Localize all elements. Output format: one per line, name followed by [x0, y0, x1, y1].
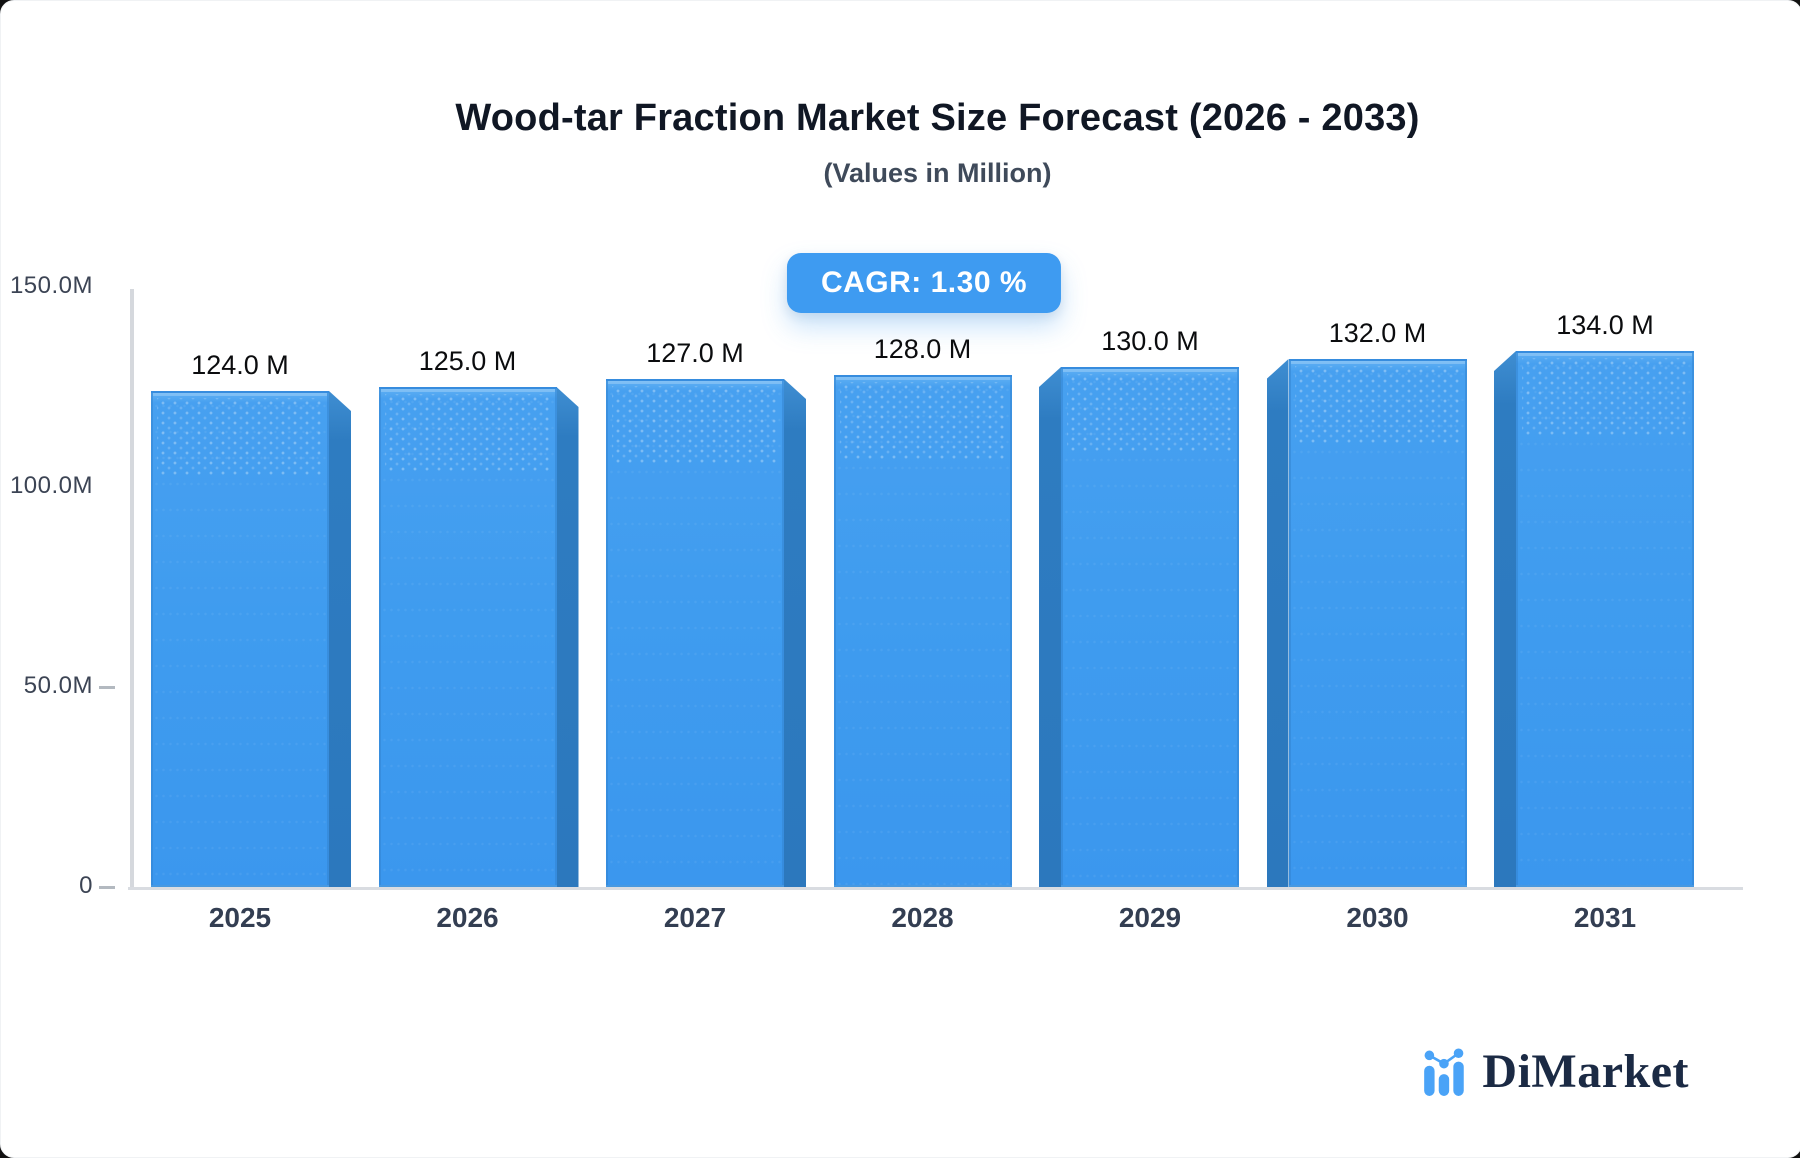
mini-bar-chart-icon — [1424, 1047, 1465, 1096]
bar-2027[interactable] — [606, 379, 784, 887]
y-axis-tick — [99, 686, 115, 689]
bar-value-label: 134.0 M — [1556, 310, 1654, 340]
bar-side-face — [784, 379, 806, 887]
x-axis-line — [128, 887, 1743, 890]
bar-side-face — [1039, 367, 1061, 887]
bar-2028[interactable] — [833, 375, 1012, 887]
bar-value-label: 130.0 M — [1101, 326, 1199, 356]
x-axis-label-2030: 2030 — [1346, 902, 1409, 933]
bar-value-label: 127.0 M — [646, 338, 744, 368]
x-axis-label-2026: 2026 — [436, 902, 499, 933]
bar-side-face — [1266, 359, 1289, 887]
chart-subtitle: (Values in Million) — [823, 158, 1052, 188]
y-axis-label: 150.0M — [9, 272, 93, 299]
bar-2026[interactable] — [378, 387, 557, 887]
x-axis-label-2028: 2028 — [891, 902, 954, 933]
watermark-text: DiMarket — [1482, 1045, 1689, 1098]
chart-header: Wood-tar Fraction Market Size Forecast (… — [132, 97, 1743, 189]
bar-side-face — [329, 391, 351, 887]
bar-value-label: 132.0 M — [1328, 318, 1427, 348]
y-axis-label: 100.0M — [9, 472, 93, 499]
chart-title: Wood-tar Fraction Market Size Forecast (… — [455, 97, 1420, 139]
cagr-badge: CAGR: 1.30 % — [786, 253, 1062, 313]
y-axis-label: 0 — [79, 872, 93, 899]
bar-value-label: 125.0 M — [418, 346, 517, 376]
y-axis-line — [130, 289, 134, 890]
bar-value-label: 128.0 M — [873, 334, 972, 364]
bar-2031[interactable] — [1516, 351, 1694, 887]
bar-2029[interactable] — [1061, 367, 1239, 887]
bar-2030[interactable] — [1288, 359, 1467, 887]
x-axis-label-2025: 2025 — [208, 902, 272, 933]
dimarket-watermark: DiMarket — [1422, 1044, 1689, 1099]
x-axis-label-2027: 2027 — [663, 902, 727, 933]
y-axis-tick — [99, 886, 115, 889]
bar-value-label: 124.0 M — [191, 350, 289, 380]
bar-side-face — [1494, 351, 1516, 887]
bar-side-face — [556, 387, 579, 887]
bar-2025[interactable] — [151, 391, 329, 887]
x-axis-label-2031: 2031 — [1573, 902, 1637, 933]
y-axis-label: 50.0M — [23, 672, 93, 699]
x-axis-label-2029: 2029 — [1118, 902, 1182, 933]
